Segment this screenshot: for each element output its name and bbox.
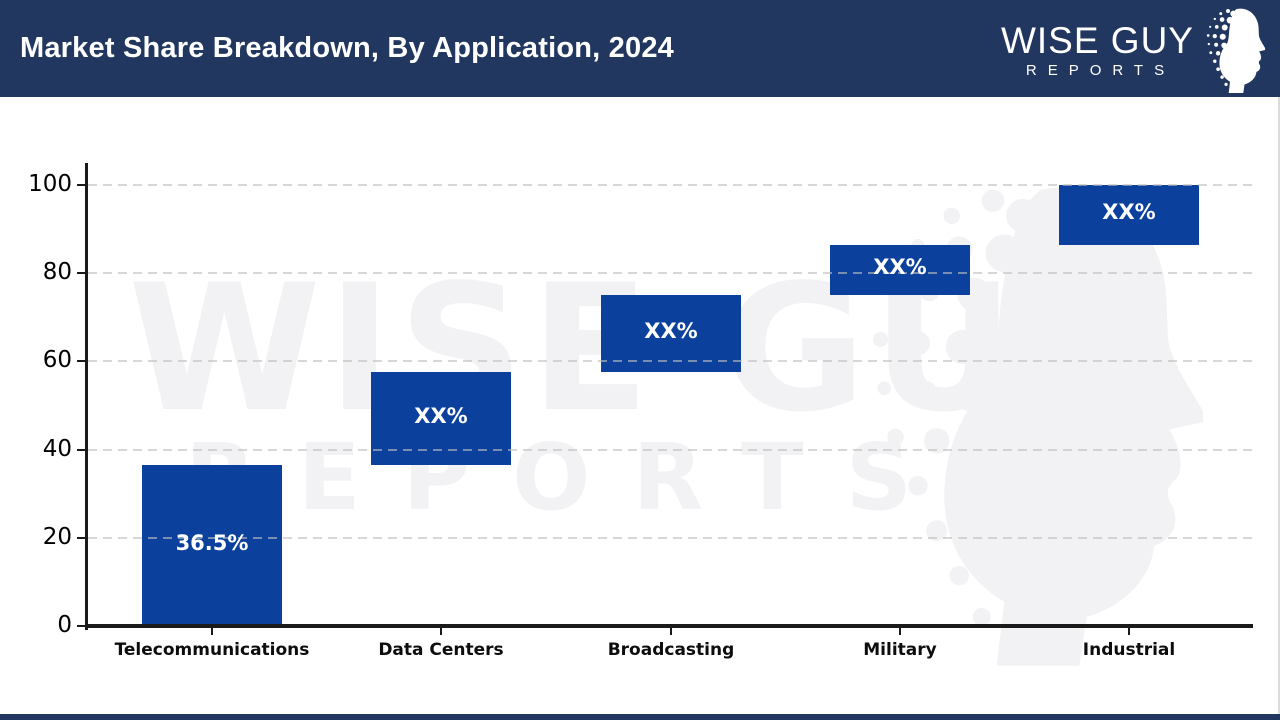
bar-value-label: XX%: [414, 403, 468, 428]
wiseguy-logo-text: WISE GUY REPORTS: [1001, 22, 1194, 79]
page-right-edge: [1278, 97, 1280, 714]
bar-value-label: XX%: [644, 318, 698, 343]
page-title: Market Share Breakdown, By Application, …: [20, 32, 674, 64]
watermark-face-icon: [873, 187, 1203, 666]
gridline-80: [88, 272, 1253, 275]
x-category-label: Telecommunications: [114, 640, 310, 660]
gridline-20: [88, 536, 1253, 539]
x-tick: [440, 628, 442, 635]
bar-value-label: XX%: [873, 254, 927, 279]
footer-bar: [0, 714, 1280, 720]
y-tick-label: 20: [42, 523, 72, 550]
y-tick: [77, 360, 85, 363]
y-tick-label: 100: [28, 171, 72, 197]
watermark-subtitle: REPORTS: [185, 424, 955, 531]
y-tick: [77, 448, 85, 451]
x-tick: [1128, 628, 1130, 635]
y-axis-line: [85, 163, 88, 630]
x-category-label: Military: [863, 640, 937, 660]
y-tick: [77, 536, 85, 539]
logo-subtitle: REPORTS: [1025, 61, 1176, 79]
y-tick-label: 80: [42, 259, 72, 286]
bar-value-label: 36.5%: [175, 530, 249, 555]
y-tick-label: 40: [42, 435, 72, 462]
header-bar: Market Share Breakdown, By Application, …: [0, 0, 1280, 97]
x-tick: [899, 628, 901, 635]
y-tick-label: 60: [42, 347, 72, 374]
gridline-60: [88, 360, 1253, 363]
bar-value-label: XX%: [1102, 199, 1156, 224]
x-category-label: Industrial: [1082, 640, 1176, 660]
x-category-label: Data Centers: [378, 640, 504, 660]
gridline-100: [88, 184, 1253, 186]
y-tick: [77, 625, 85, 627]
x-category-label: Broadcasting: [607, 640, 735, 660]
y-tick: [77, 184, 85, 186]
bar-telecommunications: [142, 465, 282, 626]
x-tick: [211, 628, 213, 635]
logo-wordmark: WISE GUY: [1000, 19, 1194, 61]
y-tick-label: 0: [57, 612, 72, 638]
bar-industrial: [1059, 185, 1199, 245]
x-tick: [670, 628, 672, 635]
bar-military: [830, 244, 970, 296]
bar-broadcasting: [601, 295, 741, 373]
wiseguy-logo: WISE GUY REPORTS: [1001, 4, 1268, 96]
x-axis-line: [85, 624, 1253, 628]
y-tick: [77, 272, 85, 275]
gridline-40: [88, 448, 1253, 451]
wiseguy-face-icon: [1206, 8, 1266, 93]
